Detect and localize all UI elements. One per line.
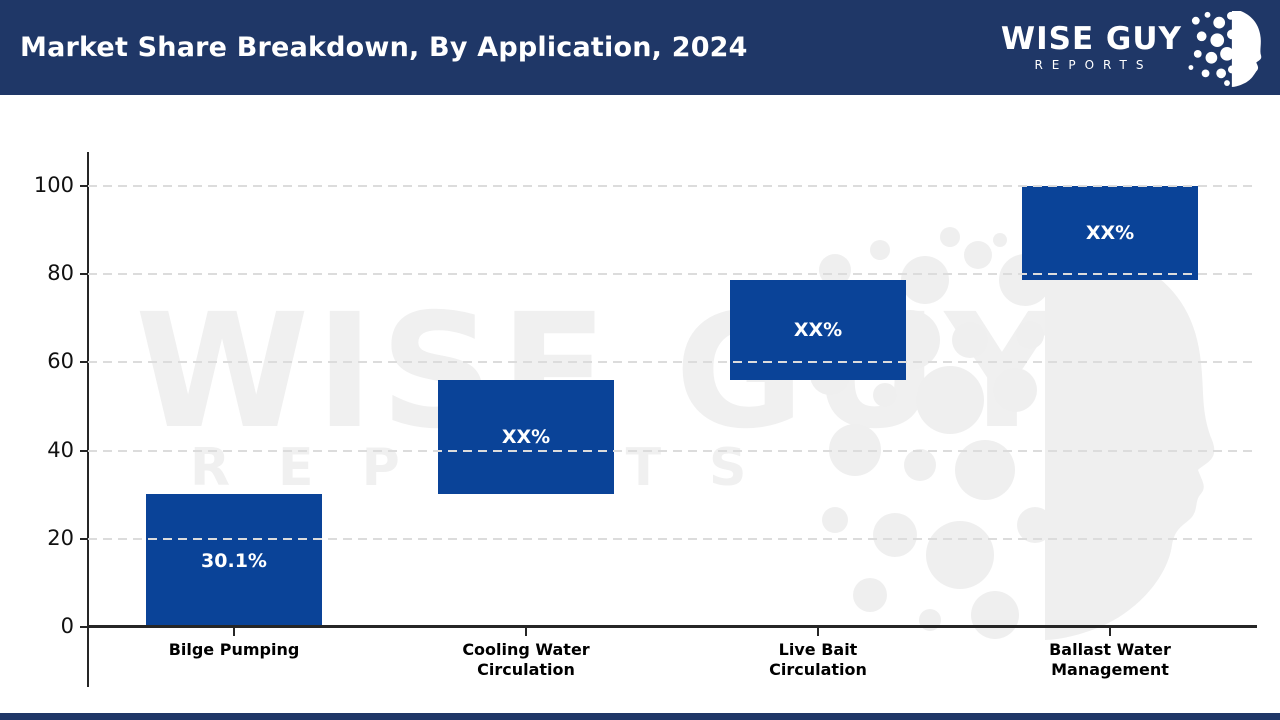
- page-title: Market Share Breakdown, By Application, …: [20, 32, 748, 63]
- header-bar: Market Share Breakdown, By Application, …: [0, 0, 1280, 95]
- y-tick-mark: [80, 185, 88, 187]
- category-label: Bilge Pumping: [168, 640, 300, 659]
- x-axis-line: [87, 625, 1257, 628]
- y-tick-mark: [80, 626, 88, 628]
- y-tick-label: 100: [33, 173, 74, 197]
- gridline-y-40: [88, 449, 1256, 452]
- y-tick-label: 0: [60, 614, 74, 638]
- y-axis-line: [87, 152, 89, 687]
- bar-value-label: XX%: [793, 318, 843, 341]
- x-tick-mark: [525, 627, 527, 636]
- y-tick-label: 40: [47, 437, 74, 462]
- bar-value-label: XX%: [1085, 221, 1135, 244]
- bar-4: [1022, 186, 1198, 280]
- y-tick-mark: [80, 273, 88, 276]
- watermark-head-graphic: [810, 227, 1215, 640]
- y-tick-label: 80: [47, 261, 74, 286]
- brand-logo-text: WISE GUY REPORTS: [1000, 21, 1182, 72]
- gridline-y-80: [88, 273, 1256, 276]
- brand-logo: WISE GUY REPORTS: [1001, 7, 1266, 89]
- brand-subtitle: REPORTS: [1034, 58, 1153, 72]
- brand-head-icon: [1188, 10, 1262, 87]
- brand-name: WISE GUY: [1000, 21, 1182, 57]
- x-tick-mark: [817, 627, 819, 636]
- bar-2: [438, 380, 614, 495]
- y-tick-mark: [80, 449, 88, 452]
- y-tick-label: 60: [47, 349, 74, 374]
- gridline-y-20: [88, 537, 1256, 540]
- bar-value-label: 30.1%: [201, 549, 267, 572]
- bar-1: [146, 494, 322, 627]
- gridline-y-60: [88, 361, 1256, 364]
- category-label: Ballast Water Management: [1049, 640, 1171, 679]
- category-label: Cooling Water Circulation: [462, 640, 590, 679]
- footer-bar: [0, 713, 1280, 720]
- y-tick-label: 20: [47, 525, 74, 550]
- category-label: Live Bait Circulation: [769, 640, 867, 679]
- gridline-y-100: [88, 185, 1256, 187]
- plot-area: 0 20 40 60 80 100 30.1% Bilge Pumping XX% Cooling…: [0, 95, 1280, 713]
- x-tick-mark: [233, 627, 235, 636]
- x-tick-mark: [1109, 627, 1111, 636]
- y-tick-mark: [80, 537, 88, 540]
- bar-value-label: XX%: [501, 426, 551, 449]
- y-tick-mark: [80, 361, 88, 364]
